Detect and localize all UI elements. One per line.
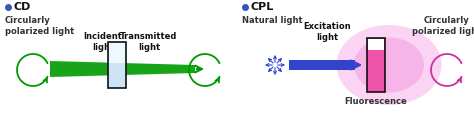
- Text: CD: CD: [14, 2, 31, 12]
- Polygon shape: [50, 61, 195, 77]
- Bar: [368, 39, 384, 50]
- Text: Natural light: Natural light: [242, 16, 302, 25]
- Text: Transmitted
light: Transmitted light: [120, 32, 178, 52]
- Text: CPL: CPL: [251, 2, 274, 12]
- Text: Incident
light: Incident light: [83, 32, 122, 52]
- Bar: [109, 43, 125, 63]
- Bar: [108, 42, 126, 88]
- Text: Circularly
polarized light: Circularly polarized light: [5, 16, 74, 36]
- Text: Fluorescence: Fluorescence: [345, 97, 407, 106]
- Ellipse shape: [337, 25, 441, 105]
- Text: Excitation
light: Excitation light: [303, 22, 351, 42]
- Polygon shape: [289, 60, 355, 70]
- Bar: [367, 38, 385, 92]
- Ellipse shape: [354, 38, 424, 93]
- Text: Circularly
polarized light: Circularly polarized light: [412, 16, 474, 36]
